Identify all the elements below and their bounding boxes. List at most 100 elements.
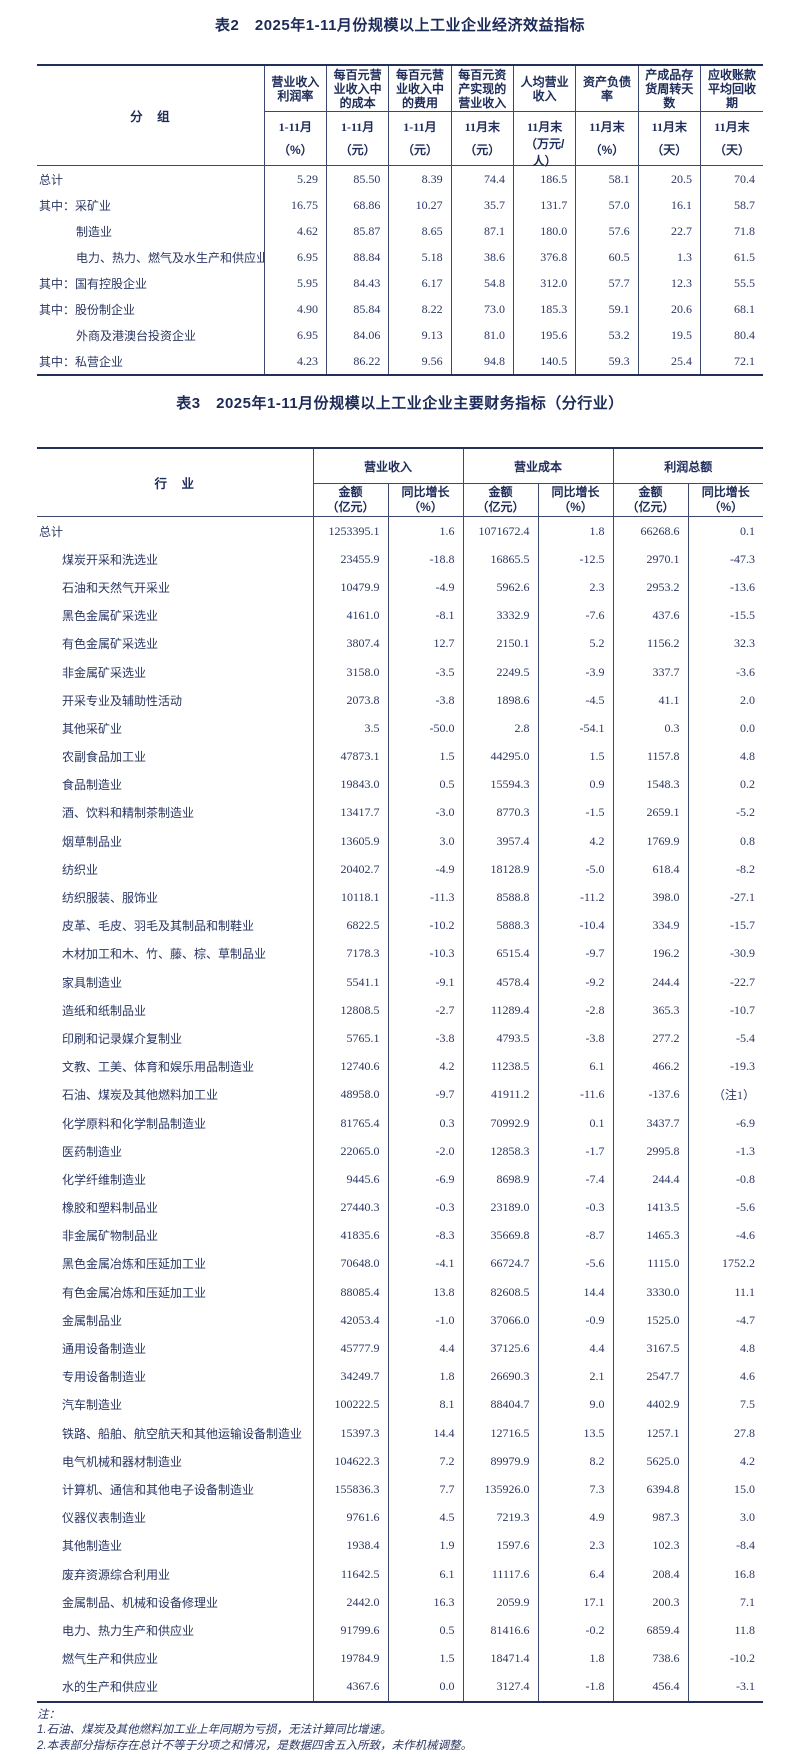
cell-value: 16.3 [387, 1588, 464, 1617]
row-label: 非金属矿采选业 [62, 665, 147, 680]
cell-value: 2442.0 [312, 1588, 388, 1617]
cell-value: -3.6 [687, 657, 764, 687]
cell-value: 738.6 [612, 1644, 689, 1673]
row-label: 金属制品、机械和设备修理业 [62, 1595, 219, 1610]
table2-col-group: 分 组 [37, 65, 265, 166]
cell-value: 18471.4 [462, 1644, 539, 1673]
cell-value: 7178.3 [312, 939, 388, 968]
table-row: 有色金属矿采选业 3807.4 12.7 2150.1 5.2 1156.2 32.3 [37, 629, 764, 658]
cell-value: 10.27 [388, 192, 452, 218]
cell-value: 155836.3 [312, 1475, 388, 1504]
cell-value: 15397.3 [312, 1419, 388, 1448]
cell-value: 5541.1 [312, 968, 388, 997]
cell-value: -1.8 [537, 1672, 614, 1702]
cell-value: 70992.9 [462, 1108, 539, 1138]
statistics-report-page: 表2 2025年1-11月份规模以上工业企业经济效益指标 分 组 营业收入利润率… [37, 17, 764, 1752]
cell-value: 4.90 [263, 296, 327, 322]
table-row: 总计 1253395.1 1.6 1071672.4 1.8 66268.6 0.1 [37, 516, 764, 546]
column-subheader: 11月末 （%） [575, 111, 639, 166]
cell-value: 6515.4 [462, 939, 539, 968]
table-row: 电力、热力生产和供应业 91799.6 0.5 81416.6 -0.2 6859.4 11… [37, 1616, 764, 1645]
table-row: 金属制品业 42053.4 -1.0 37066.0 -0.9 1525.0 -4.7 [37, 1306, 764, 1335]
row-label: 文教、工美、体育和娱乐用品制造业 [62, 1060, 255, 1075]
cell-value: 0.5 [387, 1616, 464, 1645]
cell-value: 72.1 [699, 348, 763, 375]
cell-value: 7.7 [387, 1475, 464, 1504]
table-row: 纺织业 20402.7 -4.9 18128.9 -5.0 618.4 -8.2 [37, 855, 764, 884]
cell-value: 4.8 [687, 742, 764, 771]
cell-value: 47873.1 [312, 742, 388, 771]
cell-value: 22.7 [637, 218, 701, 244]
cell-value: -22.7 [687, 968, 764, 997]
cell-value: 23455.9 [312, 545, 388, 574]
cell-value: 2.3 [537, 1531, 614, 1560]
cell-value: 68.1 [699, 296, 763, 322]
cell-value: 6.95 [263, 244, 327, 270]
cell-value: -0.3 [537, 1193, 614, 1222]
column-subheader: 同比增长 （%） [537, 483, 614, 517]
column-subheader: 1-11月 （元） [325, 111, 389, 166]
column-subheader: 金额 （亿元） [612, 483, 689, 517]
table-row: 家具制造业 5541.1 -9.1 4578.4 -9.2 244.4 -22.7 [37, 968, 764, 997]
cell-value: 2547.7 [612, 1362, 689, 1391]
cell-value: 186.5 [512, 165, 576, 192]
cell-value: 22065.0 [312, 1137, 388, 1166]
column-group-header: 利润总额 [612, 448, 764, 484]
cell-value: 6.1 [387, 1559, 464, 1589]
row-label: 非金属矿物制品业 [62, 1229, 159, 1244]
cell-value: 44295.0 [462, 742, 539, 771]
cell-value: 66268.6 [612, 516, 689, 546]
table-row: 外商及港澳台投资企业 6.95 84.06 9.13 81.0 195.6 53.2 19.5… [37, 322, 763, 348]
cell-value: 88.84 [325, 244, 389, 270]
row-label: 铁路、船舶、航空航天和其他运输设备制造业 [62, 1426, 303, 1441]
column-subheader: 金额 （亿元） [312, 483, 388, 517]
row-label: 家具制造业 [62, 975, 123, 990]
cell-value: 11642.5 [312, 1559, 388, 1589]
cell-value: -11.2 [537, 883, 614, 912]
cell-value: 81416.6 [462, 1616, 539, 1645]
cell-value: 0.5 [387, 770, 464, 799]
table-row: 其他制造业 1938.4 1.9 1597.6 2.3 102.3 -8.4 [37, 1531, 764, 1560]
cell-value: 1525.0 [612, 1306, 689, 1335]
cell-value: 1.5 [537, 742, 614, 771]
cell-value: 195.6 [512, 322, 576, 348]
cell-value: 4.4 [537, 1334, 614, 1363]
table-row: 汽车制造业 100222.5 8.1 88404.7 9.0 4402.9 7.5 [37, 1390, 764, 1419]
cell-value: 2970.1 [612, 545, 689, 574]
cell-value: 27.8 [687, 1419, 764, 1448]
cell-value: 3.0 [687, 1503, 764, 1532]
table-row: 开采专业及辅助性活动 2073.8 -3.8 1898.6 -4.5 41.1 2.0 [37, 686, 764, 715]
cell-value: -2.8 [537, 996, 614, 1025]
cell-value: 437.6 [612, 601, 689, 630]
cell-value: 7.5 [687, 1390, 764, 1419]
cell-value: 5765.1 [312, 1024, 388, 1053]
cell-value: （注1） [687, 1080, 764, 1109]
cell-value: 4367.6 [312, 1672, 388, 1702]
cell-value: 53.2 [575, 322, 639, 348]
cell-value: 376.8 [512, 244, 576, 270]
table-row: 食品制造业 19843.0 0.5 15594.3 0.9 1548.3 0.2 [37, 770, 764, 799]
cell-value: -13.6 [687, 573, 764, 602]
cell-value: -7.4 [537, 1165, 614, 1194]
cell-value: -9.7 [387, 1080, 464, 1109]
cell-value: 334.9 [612, 911, 689, 940]
cell-value: 0.0 [687, 714, 764, 743]
row-label: 金属制品业 [62, 1313, 123, 1328]
cell-value: -30.9 [687, 939, 764, 968]
cell-value: 5.95 [263, 270, 327, 296]
cell-value: -50.0 [387, 714, 464, 743]
cell-value: -8.3 [387, 1221, 464, 1250]
cell-value: 7.2 [387, 1447, 464, 1476]
cell-value: 10479.9 [312, 573, 388, 602]
cell-value: 5.29 [263, 165, 327, 192]
cell-value: 84.43 [325, 270, 389, 296]
cell-value: 102.3 [612, 1531, 689, 1560]
cell-value: 1.8 [537, 1644, 614, 1673]
cell-value: 3437.7 [612, 1108, 689, 1138]
cell-value: 398.0 [612, 883, 689, 912]
table-row: 金属制品、机械和设备修理业 2442.0 16.3 2059.9 17.1 200.3 7.… [37, 1588, 764, 1617]
column-header: 每百元营业收入中的费用 [388, 65, 452, 112]
cell-value: 12716.5 [462, 1419, 539, 1448]
cell-value: 337.7 [612, 657, 689, 687]
row-label: 汽车制造业 [62, 1398, 123, 1413]
